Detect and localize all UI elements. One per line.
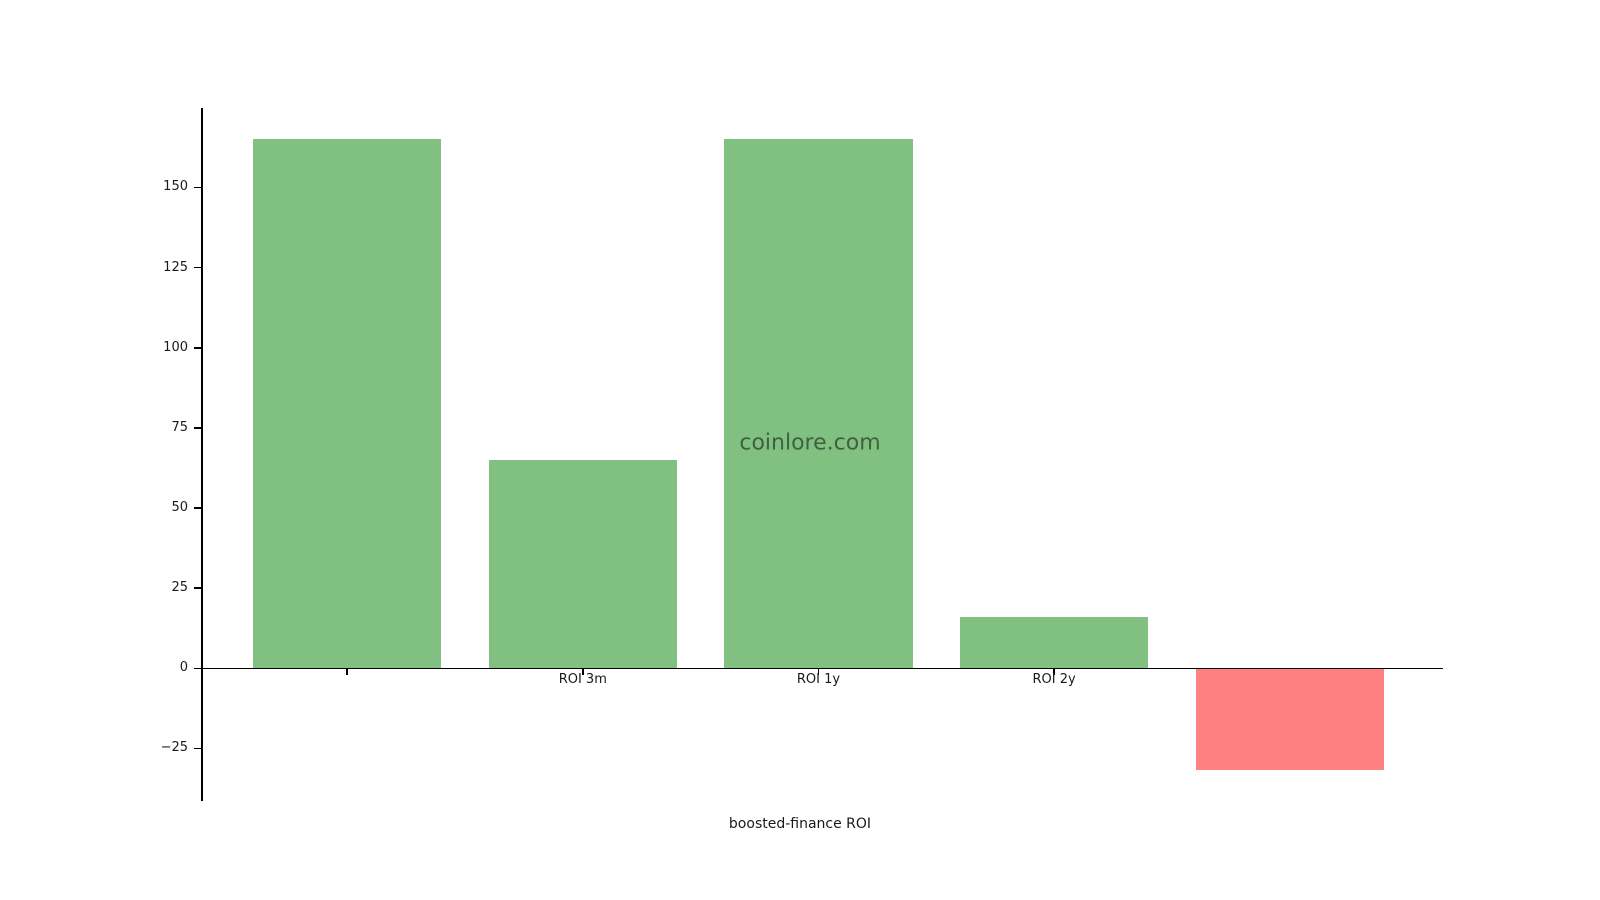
x-tick-mark xyxy=(346,669,348,676)
bar-roi-3m xyxy=(488,459,678,669)
y-tick-label: −25 xyxy=(160,740,188,756)
bar-period-5 xyxy=(1195,668,1385,770)
y-tick-mark xyxy=(194,507,201,509)
y-tick-label: 50 xyxy=(171,500,188,516)
x-tick-mark xyxy=(1053,669,1055,676)
x-tick-label: ROI 2y xyxy=(1032,672,1076,688)
x-axis-zero-line xyxy=(201,667,1443,670)
y-tick-mark xyxy=(194,347,201,349)
y-tick-mark xyxy=(194,667,201,670)
chart-title: boosted-finance ROI xyxy=(728,816,872,832)
y-tick-mark xyxy=(194,186,201,189)
bar-roi-1y xyxy=(724,139,913,669)
y-tick-label: 25 xyxy=(171,580,188,596)
y-tick-label: 150 xyxy=(163,179,188,195)
watermark: coinlore.com xyxy=(739,430,881,456)
y-tick-mark xyxy=(194,427,201,429)
x-tick-mark xyxy=(817,669,820,676)
bar-roi-2y xyxy=(959,617,1149,669)
x-tick-mark xyxy=(582,669,584,676)
y-tick-mark xyxy=(194,587,201,589)
y-tick-label: 0 xyxy=(179,660,188,676)
x-tick-label: ROI 1y xyxy=(796,672,841,688)
y-tick-label: 125 xyxy=(163,259,188,275)
y-tick-label: 100 xyxy=(163,339,188,355)
x-tick-label: ROI 3m xyxy=(558,672,607,688)
y-tick-mark xyxy=(194,266,201,269)
y-tick-label: 75 xyxy=(171,419,188,435)
y-axis-spine xyxy=(201,108,203,801)
bar-period-1 xyxy=(252,139,442,669)
y-tick-mark xyxy=(194,747,201,750)
